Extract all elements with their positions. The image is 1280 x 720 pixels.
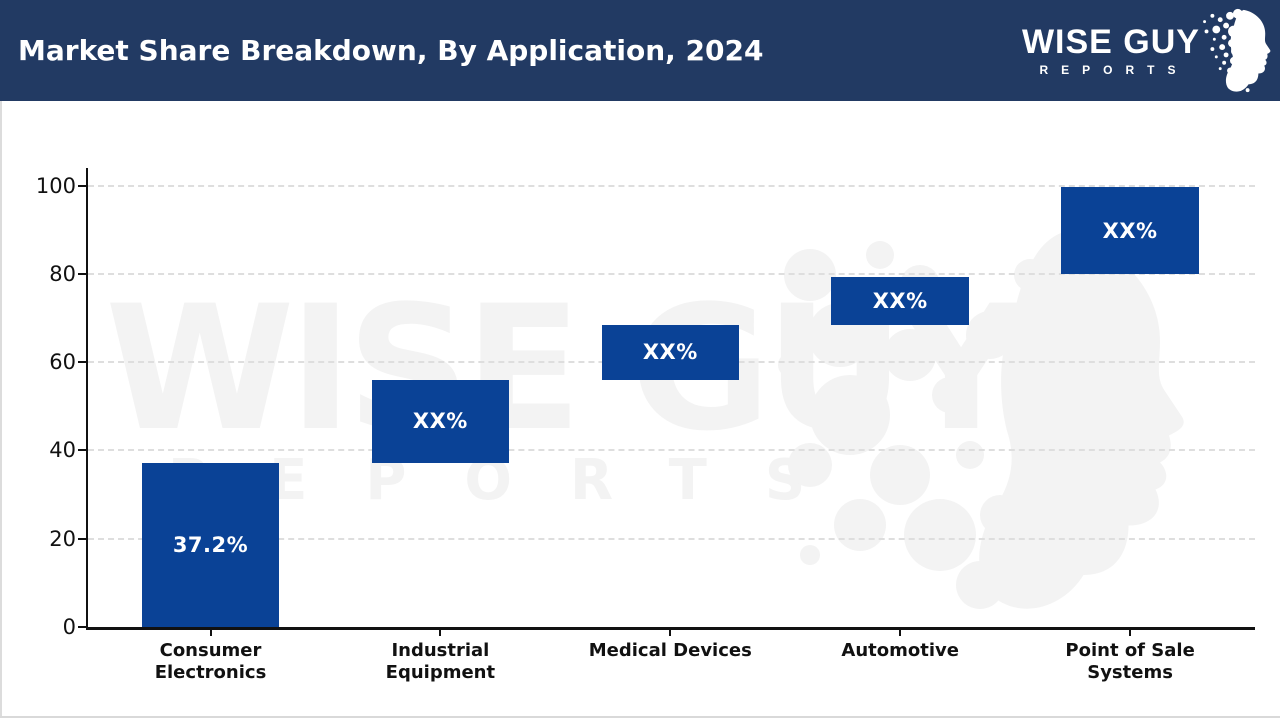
- y-tick-20: [78, 537, 86, 540]
- plot-area: 0 20 40 60 80 100 37.2% Consumer Electronics XX%…: [0, 101, 1280, 717]
- y-tick-label-20: 20: [49, 526, 76, 551]
- bar-2: [601, 324, 740, 380]
- y-tick-80: [78, 272, 86, 275]
- bar-0: [141, 462, 280, 627]
- x-tick-3: [899, 629, 902, 636]
- logo-head-icon: [1203, 8, 1271, 93]
- bar-value-label-2: XX%: [642, 340, 698, 365]
- bar-4: [1061, 187, 1199, 274]
- x-tick-4: [1129, 629, 1132, 636]
- x-tick-1: [439, 629, 442, 636]
- gridline-80: [88, 272, 1255, 275]
- y-tick-label-100: 100: [35, 173, 76, 198]
- bar-value-label-4: XX%: [1102, 218, 1158, 243]
- y-tick-label-80: 80: [49, 261, 76, 286]
- gridline-40: [88, 449, 1255, 452]
- brand-logo: WISE GUY REPORTS: [1022, 6, 1274, 96]
- category-label-1: Industrial Equipment: [385, 640, 496, 683]
- bar-value-label-0: 37.2%: [172, 532, 249, 557]
- x-tick-0: [209, 629, 212, 636]
- y-tick-100: [78, 184, 86, 187]
- bar-value-label-3: XX%: [872, 288, 928, 313]
- logo-subtext: REPORTS: [1039, 63, 1189, 78]
- y-axis-line: [86, 168, 88, 629]
- y-tick-label-40: 40: [49, 438, 76, 463]
- category-label-2: Medical Devices: [588, 640, 752, 661]
- y-tick-label-0: 0: [62, 615, 76, 639]
- y-tick-0: [78, 626, 86, 628]
- logo-wordmark: WISE GUY: [1021, 22, 1200, 61]
- category-label-3: Automotive: [841, 640, 959, 661]
- category-label-4: Point of Sale Systems: [1065, 640, 1195, 683]
- y-tick-60: [78, 361, 86, 364]
- bar-3: [831, 276, 969, 325]
- gridline-100: [88, 184, 1255, 187]
- bar-1: [371, 379, 510, 463]
- category-label-0: Consumer Electronics: [154, 640, 267, 683]
- header: Market Share Breakdown, By Application, …: [0, 0, 1280, 101]
- y-tick-label-60: 60: [49, 350, 76, 375]
- x-tick-2: [669, 629, 672, 636]
- page-title: Market Share Breakdown, By Application, …: [18, 34, 764, 67]
- y-tick-40: [78, 449, 86, 452]
- brand-logo-text: WISE GUY REPORTS: [1021, 22, 1200, 78]
- bottom-divider: [0, 716, 1280, 718]
- gridline-20: [88, 537, 1255, 540]
- x-axis-line: [86, 627, 1255, 630]
- bar-value-label-1: XX%: [412, 409, 468, 434]
